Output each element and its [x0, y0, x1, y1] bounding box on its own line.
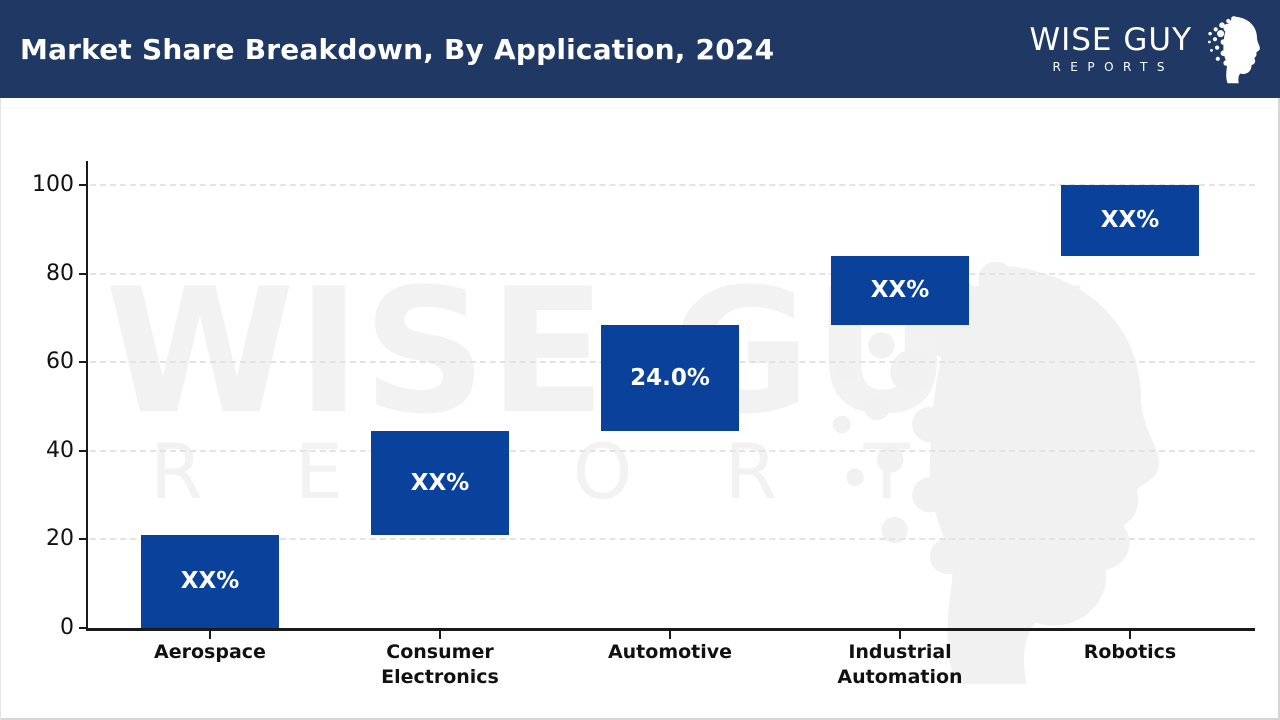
y-tick-label: 20 [46, 526, 74, 552]
x-tick-label: Aerospace [154, 641, 266, 663]
x-tick-label: Automotive [607, 641, 733, 663]
bar-value-label: XX% [870, 277, 930, 304]
watermark-subtitle: REPORTS [150, 427, 1143, 516]
y-tick-mark [79, 538, 88, 541]
y-tick-label: 80 [46, 260, 74, 286]
bar-value-label: 24.0% [630, 364, 710, 391]
x-tick-mark [669, 631, 671, 639]
page-title: Market Share Breakdown, By Application, … [20, 32, 775, 66]
x-tick-mark [439, 631, 441, 639]
gridline [90, 449, 1255, 452]
y-tick-mark [79, 272, 88, 275]
y-tick-label: 0 [60, 615, 74, 640]
header-bar: Market Share Breakdown, By Application, … [0, 0, 1280, 98]
logo-wordmark: WISE GUY [1029, 21, 1192, 58]
bar: XX% [371, 430, 509, 535]
x-tick-mark [899, 631, 901, 639]
x-tick-mark [209, 631, 211, 639]
y-tick-label: 40 [46, 437, 74, 463]
chart-area: WISE GUY REPORTS 0 20 40 60 80 100 XX% Aerospac… [0, 98, 1280, 720]
bar: XX% [1061, 185, 1199, 256]
wise-guy-logo: WISE GUY REPORTS [1029, 7, 1264, 91]
bar-value-label: XX% [1100, 207, 1160, 234]
bar: 24.0% [601, 324, 739, 431]
y-tick-mark [79, 449, 88, 452]
y-tick-mark [79, 361, 88, 364]
y-axis-line [86, 161, 88, 631]
y-tick-label: 60 [46, 349, 74, 375]
bar-value-label: XX% [180, 568, 240, 595]
y-tick-mark [79, 627, 88, 629]
left-edge-line [0, 98, 1, 720]
bar: XX% [831, 255, 969, 325]
plot: 0 20 40 60 80 100 XX% Aerospace XX% Consumer Elec… [0, 98, 1280, 720]
y-tick-mark [79, 184, 88, 186]
logo-subtitle: REPORTS [1052, 59, 1174, 74]
gridline [90, 538, 1255, 541]
x-tick-label: Consumer Electronics [381, 641, 499, 688]
y-tick-label: 100 [32, 172, 74, 197]
gridline [90, 272, 1255, 275]
x-axis-line [86, 628, 1255, 631]
x-tick-mark [1129, 631, 1131, 639]
x-tick-label: Robotics [1083, 641, 1177, 663]
x-tick-label: Industrial Automation [837, 641, 963, 688]
bottom-edge-line [0, 718, 1280, 720]
head-profile-icon [1208, 16, 1260, 84]
gridline [90, 184, 1255, 186]
bar: XX% [141, 534, 279, 628]
right-edge-line [1278, 98, 1280, 720]
bar-value-label: XX% [410, 469, 470, 496]
logo-text: WISE GUY REPORTS [1029, 21, 1192, 74]
